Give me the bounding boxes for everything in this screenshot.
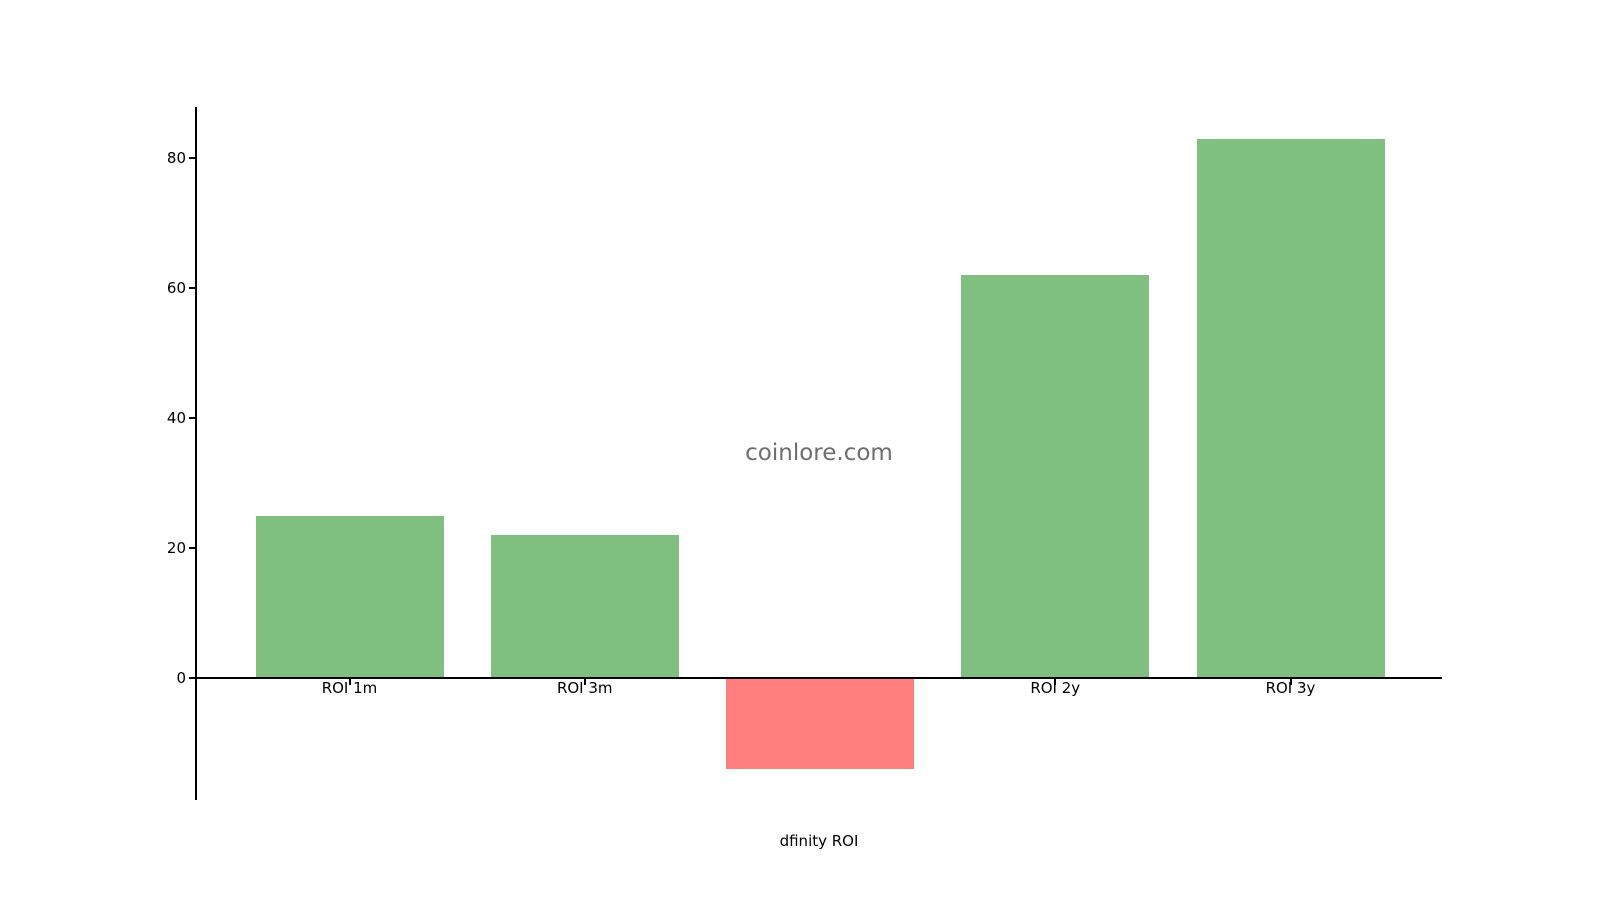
y-tick-label: 20 <box>166 539 186 557</box>
x-tick-label: ROI 3y <box>1265 679 1316 697</box>
y-axis-tick <box>189 287 196 289</box>
x-tick-label: ROI 3m <box>556 679 613 697</box>
x-axis-tick <box>1289 678 1292 685</box>
chart-bar <box>490 535 679 678</box>
x-tick-label: ROI 2y <box>1030 679 1081 697</box>
y-axis-tick <box>189 547 196 549</box>
x-axis-tick <box>583 678 586 685</box>
watermark: coinlore.com <box>745 440 893 466</box>
chart-bar <box>961 275 1150 678</box>
chart-bar <box>255 515 444 678</box>
x-axis-tick <box>348 678 351 685</box>
y-axis-tick <box>189 157 196 159</box>
y-tick-label: 40 <box>166 409 186 427</box>
y-axis-line <box>195 107 197 800</box>
chart-bar <box>726 678 914 769</box>
y-axis-tick <box>189 417 196 419</box>
chart-bar <box>1196 138 1385 678</box>
x-axis-tick <box>1054 678 1057 685</box>
y-axis-tick <box>189 677 196 679</box>
x-tick-label: ROI 1m <box>321 679 378 697</box>
y-tick-label: 80 <box>166 149 186 167</box>
x-axis-title: dfinity ROI <box>779 832 859 850</box>
y-tick-label: 0 <box>176 669 186 687</box>
x-axis-line <box>196 677 1442 679</box>
y-tick-label: 60 <box>166 279 186 297</box>
